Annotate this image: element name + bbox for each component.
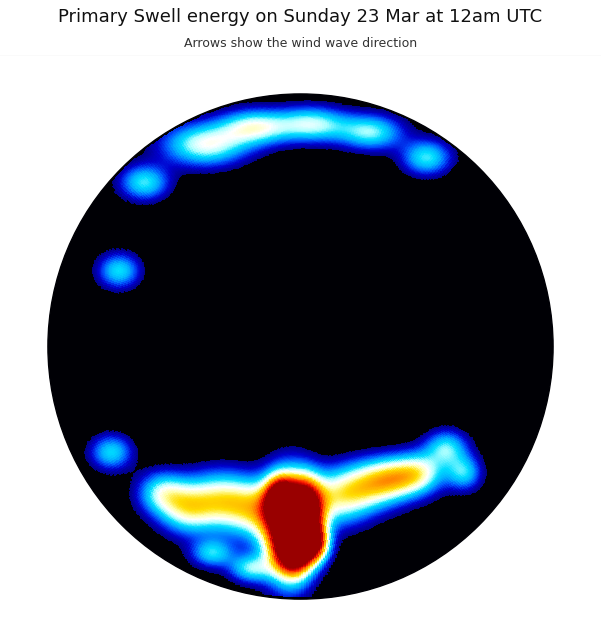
Text: Primary Swell energy on Sunday 23 Mar at 12am UTC: Primary Swell energy on Sunday 23 Mar at… <box>58 8 543 26</box>
Text: Arrows show the wind wave direction: Arrows show the wind wave direction <box>184 37 417 50</box>
Circle shape <box>48 94 553 599</box>
